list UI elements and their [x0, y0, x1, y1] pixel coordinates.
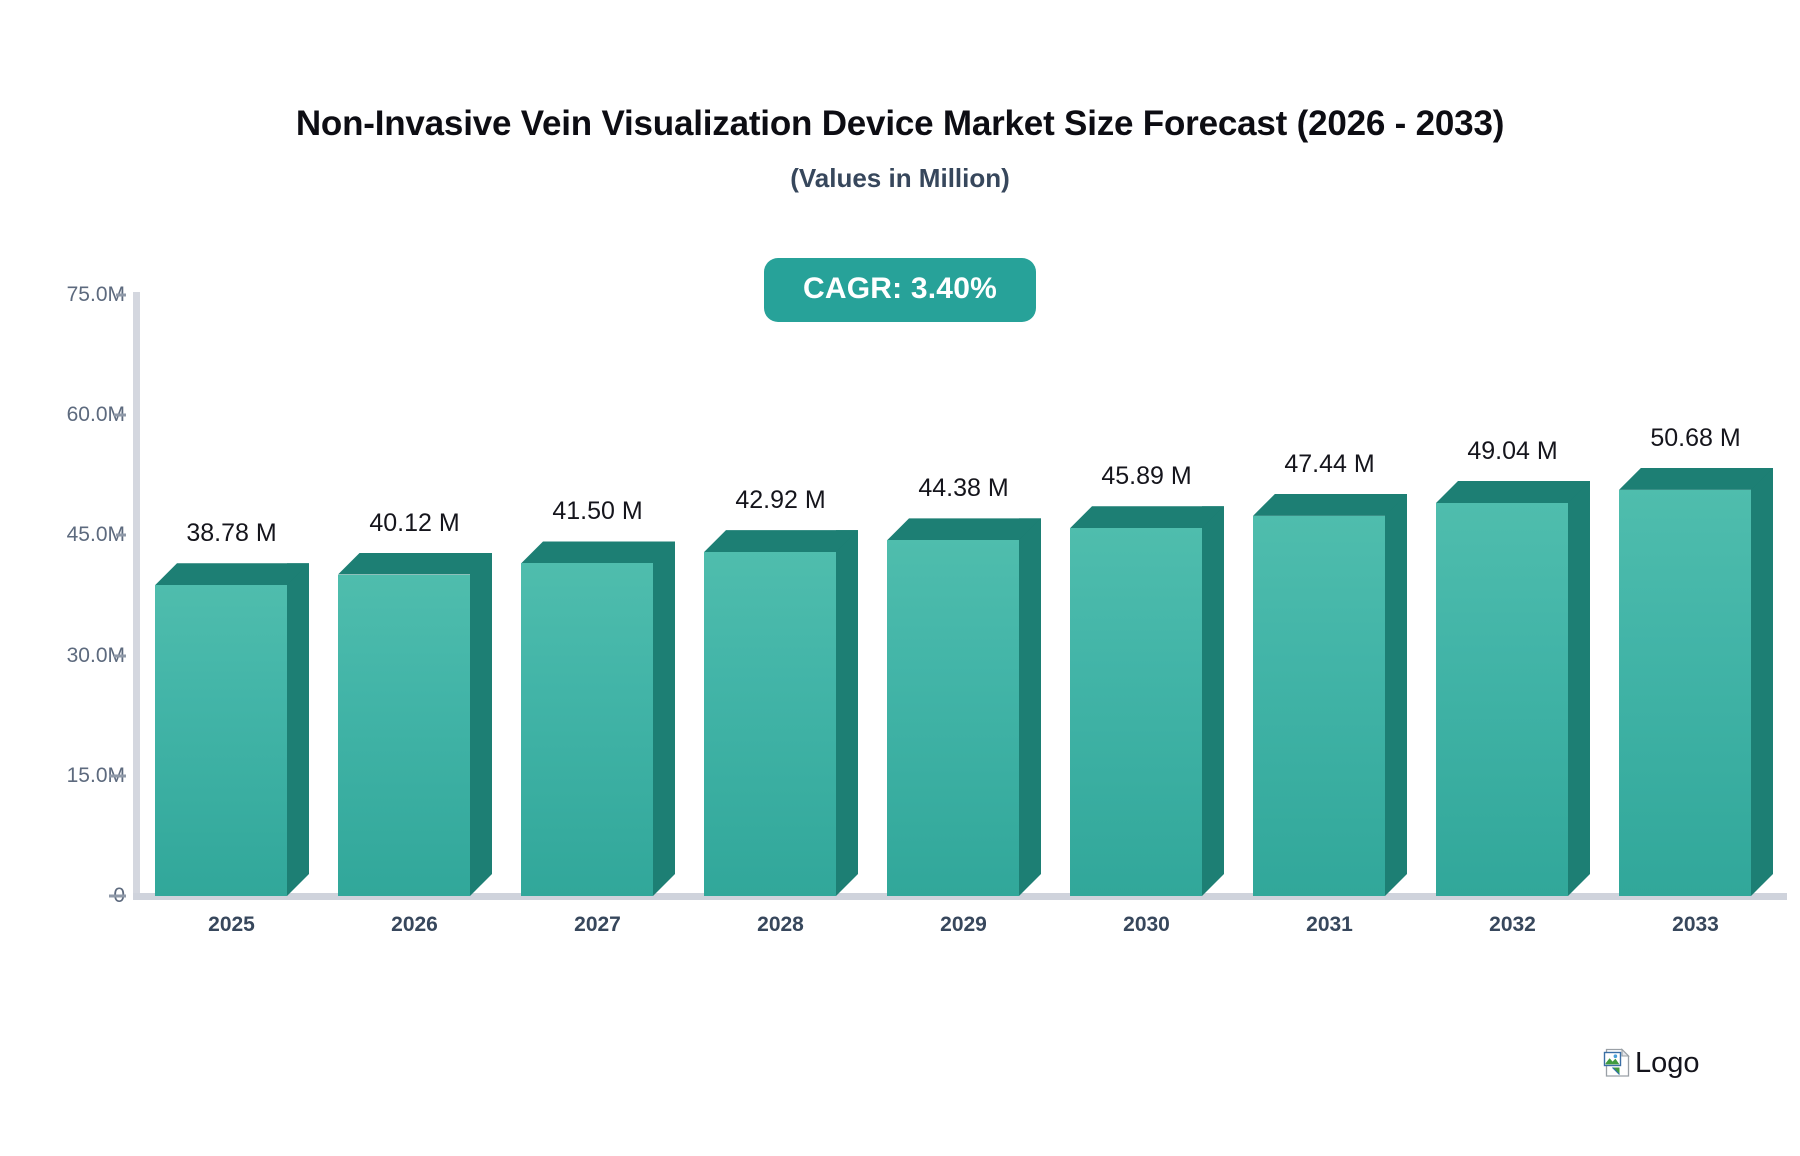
bar-side-face — [287, 563, 309, 896]
cagr-badge-container: CAGR: 3.40% — [0, 258, 1800, 322]
bar-side-face — [1202, 506, 1224, 896]
bar-side-face — [1385, 493, 1407, 896]
bar-value-label: 42.92 M — [735, 486, 826, 515]
x-axis-tick-label: 2027 — [574, 913, 621, 936]
bar-top-face — [1619, 467, 1773, 490]
y-axis-tick-label: 45.0M — [66, 523, 125, 547]
chart-title: Non-Invasive Vein Visualization Device M… — [295, 104, 1505, 143]
bar-value-label: 38.78 M — [186, 519, 277, 548]
bar-side-face — [470, 552, 492, 896]
bar-front-face — [338, 574, 470, 896]
bar-front-face — [887, 540, 1019, 896]
y-axis-tick-mark — [109, 774, 126, 778]
bar-2032[interactable] — [1436, 481, 1590, 896]
y-axis-tick-mark — [116, 293, 126, 297]
x-axis-tick-label: 2031 — [1306, 913, 1353, 936]
x-axis-line — [133, 893, 1787, 900]
bar-side-face — [653, 541, 675, 896]
bar-2028[interactable] — [704, 530, 858, 896]
bar-2026[interactable] — [338, 552, 492, 896]
y-axis-tick-label: 60.0M — [66, 403, 125, 427]
chart-subtitle: (Values in Million) — [790, 163, 1010, 194]
x-axis-tick-label: 2030 — [1123, 913, 1170, 936]
bar-2031[interactable] — [1253, 493, 1407, 896]
bar-2025[interactable] — [155, 563, 309, 896]
bar-front-face — [1436, 503, 1568, 896]
bar-side-face — [1751, 467, 1773, 896]
bar-value-label: 49.04 M — [1467, 437, 1558, 466]
x-axis-tick-label: 2032 — [1489, 913, 1536, 936]
bar-2033[interactable] — [1619, 467, 1773, 896]
broken-image-icon — [1603, 1048, 1633, 1078]
bar-value-label: 47.44 M — [1284, 449, 1375, 478]
bar-front-face — [1070, 528, 1202, 896]
bar-side-face — [836, 530, 858, 896]
y-axis-tick-label: 75.0M — [66, 283, 125, 306]
bar-value-label: 50.68 M — [1650, 423, 1741, 452]
bar-value-label: 41.50 M — [552, 497, 643, 526]
bar-front-face — [1253, 515, 1385, 896]
bar-side-face — [1019, 518, 1041, 896]
y-axis-tick-label: 15.0M — [66, 763, 125, 787]
bar-side-face — [1568, 481, 1590, 896]
bar-top-face — [1436, 481, 1590, 504]
bar-value-label: 45.89 M — [1101, 462, 1192, 491]
bar-top-face — [155, 563, 309, 586]
bar-2029[interactable] — [887, 518, 1041, 896]
chart-header: Non-Invasive Vein Visualization Device M… — [0, 0, 1800, 194]
x-axis-tick-label: 2026 — [391, 913, 438, 936]
y-axis-tick-label: 30.0M — [66, 643, 125, 667]
bar-top-face — [1070, 506, 1224, 529]
bar-top-face — [338, 552, 492, 575]
cagr-badge: CAGR: 3.40% — [764, 258, 1036, 322]
y-axis-tick-mark — [114, 654, 126, 658]
x-axis-tick-label: 2029 — [940, 913, 987, 936]
bar-top-face — [521, 541, 675, 564]
y-axis-tick-mark — [116, 533, 126, 537]
bar-2030[interactable] — [1070, 506, 1224, 896]
bar-top-face — [1253, 493, 1407, 516]
bar-front-face — [521, 563, 653, 896]
bar-top-face — [887, 518, 1041, 541]
y-axis-line — [133, 292, 140, 898]
bar-front-face — [155, 585, 287, 896]
bar-2027[interactable] — [521, 541, 675, 896]
bar-value-label: 40.12 M — [369, 508, 460, 537]
bar-top-face — [704, 530, 858, 553]
bar-value-label: 44.38 M — [918, 474, 1009, 503]
bar-front-face — [704, 552, 836, 896]
logo-alt-text: Logo — [1635, 1046, 1700, 1079]
bar-front-face — [1619, 489, 1751, 896]
x-axis-tick-label: 2033 — [1672, 913, 1719, 936]
x-axis-tick-label: 2028 — [757, 913, 804, 936]
logo-placeholder: Logo — [1603, 1048, 1700, 1078]
y-axis-tick-mark — [109, 894, 126, 898]
x-axis-tick-label: 2025 — [208, 913, 255, 936]
y-axis-tick-mark — [114, 413, 126, 417]
